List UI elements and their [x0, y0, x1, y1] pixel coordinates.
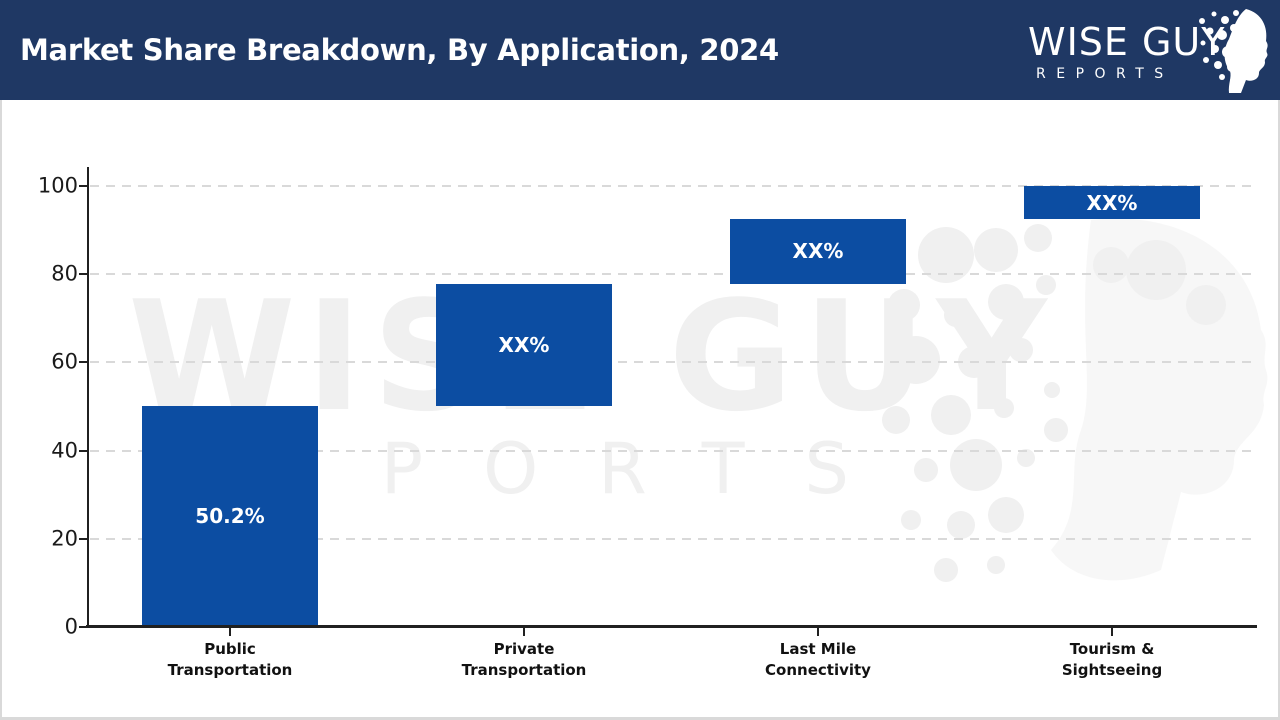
bar-segment: XX%: [436, 283, 612, 406]
logo-head-dots-icon: [1199, 9, 1268, 93]
wise-guy-reports-logo: WISE GUY REPORTS: [1028, 9, 1268, 93]
y-tick-mark: [79, 273, 88, 276]
y-tick-label: 100: [37, 173, 78, 198]
y-tick-mark: [79, 626, 88, 628]
x-tick-mark: [229, 628, 231, 636]
logo-subtext: REPORTS: [1036, 66, 1174, 82]
x-axis-line: [86, 625, 1257, 628]
bar-value-label: 50.2%: [195, 504, 265, 529]
x-tick-mark: [817, 628, 819, 636]
y-tick-mark: [79, 361, 88, 364]
y-tick-mark: [79, 449, 88, 452]
x-category-label: Last Mile Connectivity: [765, 640, 871, 679]
y-tick-label: 20: [51, 526, 78, 551]
bar-value-label: XX%: [792, 239, 844, 264]
gridline: [90, 361, 1256, 364]
gridline: [90, 273, 1256, 276]
x-category-label: Tourism & Sightseeing: [1061, 640, 1163, 679]
y-tick-mark: [79, 537, 88, 540]
page-border-right: [1278, 100, 1280, 720]
bar-segment: XX%: [1024, 186, 1200, 220]
logo-wordmark: WISE GUY: [1028, 20, 1225, 64]
watermark-head-dots-icon: [882, 218, 1268, 582]
gridline: [90, 185, 1256, 187]
bar-segment: XX%: [730, 219, 906, 284]
x-category-label: Private Transportation: [461, 640, 587, 679]
y-axis-line: [87, 167, 89, 628]
x-category-label: Public Transportation: [167, 640, 293, 679]
y-tick-label: 60: [51, 349, 78, 374]
y-tick-mark: [79, 185, 88, 187]
page-border-bottom: [0, 717, 1280, 720]
header-banner: Market Share Breakdown, By Application, …: [0, 0, 1280, 100]
bar-value-label: XX%: [1086, 190, 1138, 215]
gridline: [90, 537, 1256, 540]
page-title: Market Share Breakdown, By Application, …: [20, 33, 779, 67]
x-tick-mark: [523, 628, 525, 636]
x-tick-mark: [1111, 628, 1113, 636]
y-tick-label: 40: [51, 438, 78, 463]
bar-segment: 50.2%: [142, 405, 318, 627]
bar-value-label: XX%: [498, 332, 550, 357]
gridline: [90, 449, 1256, 452]
y-tick-label: 80: [51, 261, 78, 286]
page-border-left: [0, 100, 2, 720]
y-tick-label: 0: [64, 614, 78, 639]
